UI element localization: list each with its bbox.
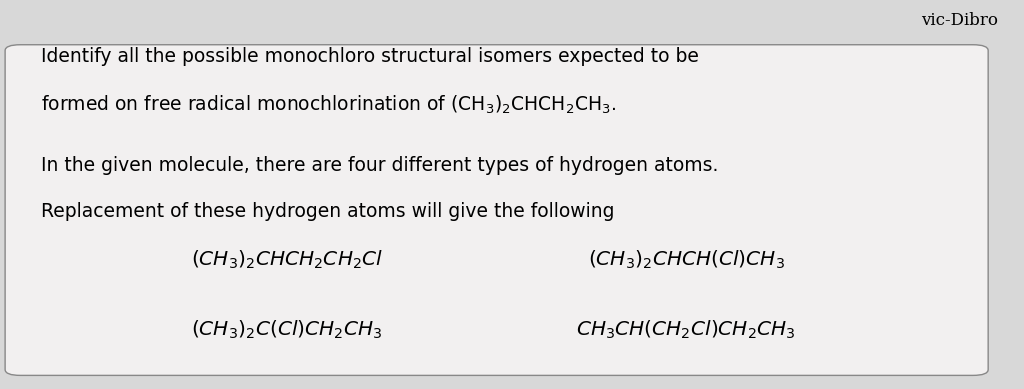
Text: Replacement of these hydrogen atoms will give the following: Replacement of these hydrogen atoms will… [41, 202, 614, 221]
Text: Identify all the possible monochloro structural isomers expected to be: Identify all the possible monochloro str… [41, 47, 698, 66]
Text: $CH_3CH(CH_2Cl)CH_2CH_3$: $CH_3CH(CH_2Cl)CH_2CH_3$ [577, 319, 796, 341]
FancyBboxPatch shape [5, 45, 988, 375]
Text: $(CH_3)_2CHCH(Cl)CH_3$: $(CH_3)_2CHCH(Cl)CH_3$ [588, 249, 784, 271]
Text: formed on free radical monochlorination of $(\mathregular{CH_3})_2\mathregular{C: formed on free radical monochlorination … [41, 93, 616, 116]
Text: $(CH_3)_2CHCH_2CH_2Cl$: $(CH_3)_2CHCH_2CH_2Cl$ [190, 249, 383, 271]
Text: $(CH_3)_2C(Cl)CH_2CH_3$: $(CH_3)_2C(Cl)CH_2CH_3$ [191, 319, 382, 341]
Text: vic-Dibro: vic-Dibro [922, 12, 998, 29]
Text: In the given molecule, there are four different types of hydrogen atoms.: In the given molecule, there are four di… [41, 156, 718, 175]
